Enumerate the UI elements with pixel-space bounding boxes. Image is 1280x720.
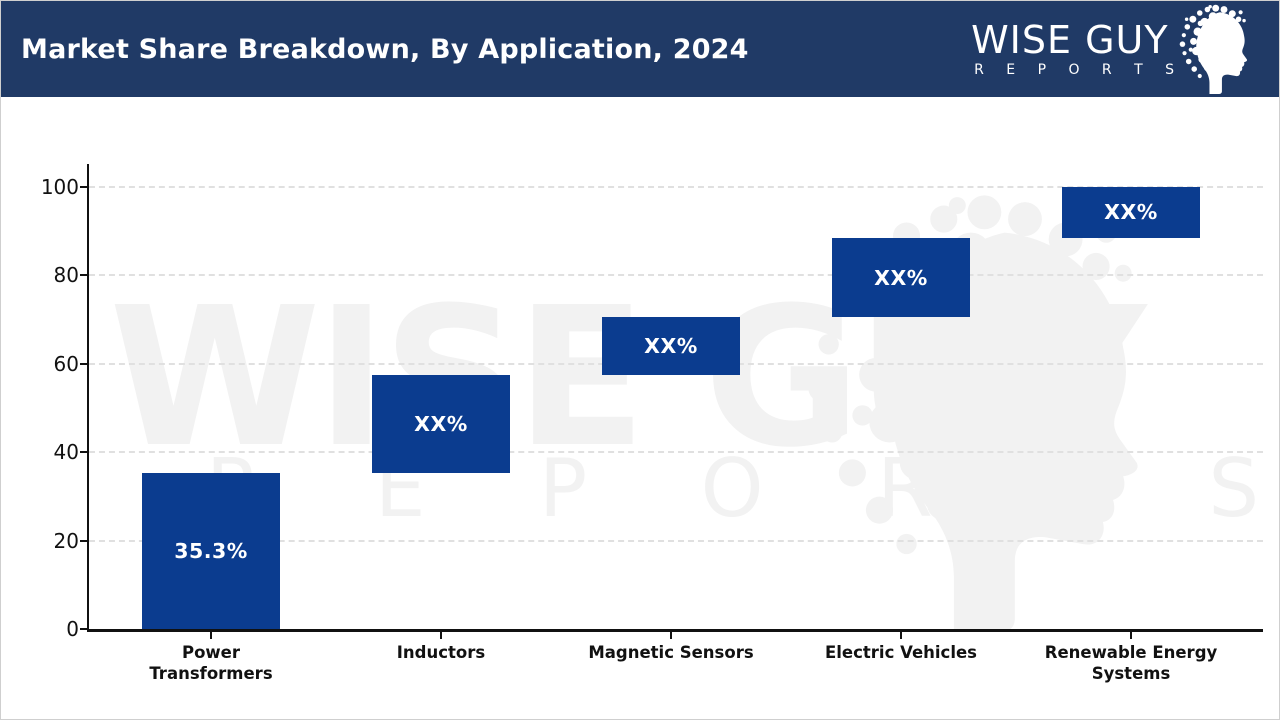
y-tick-label-100: 100 [40, 175, 79, 199]
y-tick-20 [80, 539, 88, 542]
y-tick-40 [80, 451, 88, 454]
y-tick-label-20: 20 [53, 528, 79, 553]
category-label-3: Electric Vehicles [824, 643, 977, 662]
brand-logo: WISE GUY R E P O R T S [971, 4, 1263, 94]
chart-area: WISE GUY R E P O R T S 0 20 40 60 80 100 35.3%… [1, 97, 1279, 719]
category-label-0: Power Transformers [149, 643, 273, 683]
x-tick-4 [1130, 632, 1132, 639]
bar-value-label: 35.3% [174, 538, 248, 563]
x-tick-1 [440, 632, 442, 639]
gridline-100 [89, 186, 1263, 188]
y-tick-80 [80, 274, 88, 277]
bar-value-label: XX% [874, 265, 928, 290]
bar-3: XX% [832, 237, 970, 318]
x-axis-line [87, 629, 1263, 632]
y-tick-60 [80, 362, 88, 365]
logo-text: WISE GUY R E P O R T S [971, 21, 1183, 77]
bar-4: XX% [1062, 187, 1200, 238]
bar-2: XX% [602, 317, 740, 375]
bar-value-label: XX% [414, 411, 468, 436]
page-title: Market Share Breakdown, By Application, … [21, 33, 749, 65]
y-tick-label-80: 80 [53, 263, 79, 288]
x-tick-2 [670, 632, 672, 639]
category-label-4: Renewable Energy Systems [1044, 643, 1218, 683]
category-label-1: Inductors [396, 643, 486, 662]
header: Market Share Breakdown, By Application, … [1, 1, 1279, 97]
bar-0: 35.3% [142, 472, 280, 629]
logo-subtext: R E P O R T S [974, 62, 1183, 78]
y-tick-0 [80, 628, 88, 630]
y-tick-100 [80, 186, 88, 188]
category-label-2: Magnetic Sensors [588, 643, 754, 662]
y-tick-label-0: 0 [66, 617, 79, 641]
gridline-20 [89, 539, 1263, 542]
gridline-40 [89, 451, 1263, 454]
gridline-80 [89, 274, 1263, 277]
bar-value-label: XX% [1104, 200, 1158, 225]
x-tick-3 [900, 632, 902, 639]
bar-1: XX% [372, 374, 510, 473]
bar-value-label: XX% [644, 334, 698, 359]
logo-head-icon [1167, 4, 1263, 94]
x-tick-0 [210, 632, 212, 639]
y-axis-line [87, 164, 89, 632]
logo-wordmark: WISE GUY [971, 18, 1169, 62]
y-tick-label-60: 60 [53, 351, 79, 376]
y-tick-label-40: 40 [53, 440, 79, 465]
